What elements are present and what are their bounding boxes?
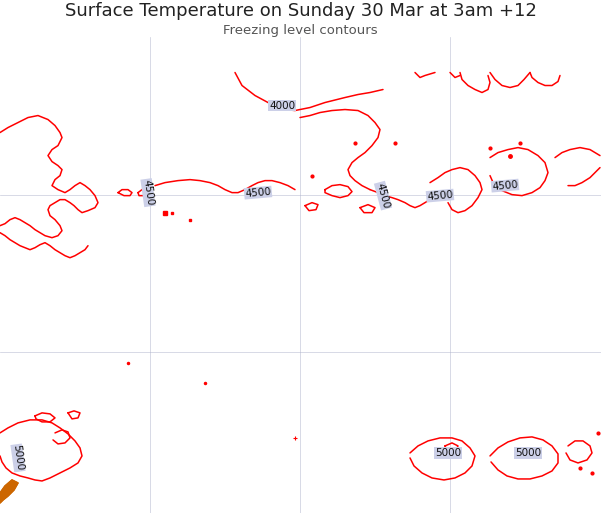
- Text: 4500: 4500: [492, 180, 519, 192]
- Text: Surface Temperature on Sunday 30 Mar at 3am +12: Surface Temperature on Sunday 30 Mar at …: [64, 2, 537, 20]
- Text: Freezing level contours: Freezing level contours: [223, 24, 378, 37]
- Text: 5000: 5000: [515, 448, 541, 458]
- Text: 4500: 4500: [375, 182, 391, 210]
- Polygon shape: [0, 480, 18, 503]
- Text: 4500: 4500: [427, 189, 454, 202]
- Text: 5000: 5000: [11, 444, 25, 471]
- Text: 5000: 5000: [435, 448, 461, 458]
- Text: 4500: 4500: [245, 187, 272, 199]
- Text: 4000: 4000: [269, 101, 295, 110]
- Text: 4500: 4500: [141, 179, 155, 206]
